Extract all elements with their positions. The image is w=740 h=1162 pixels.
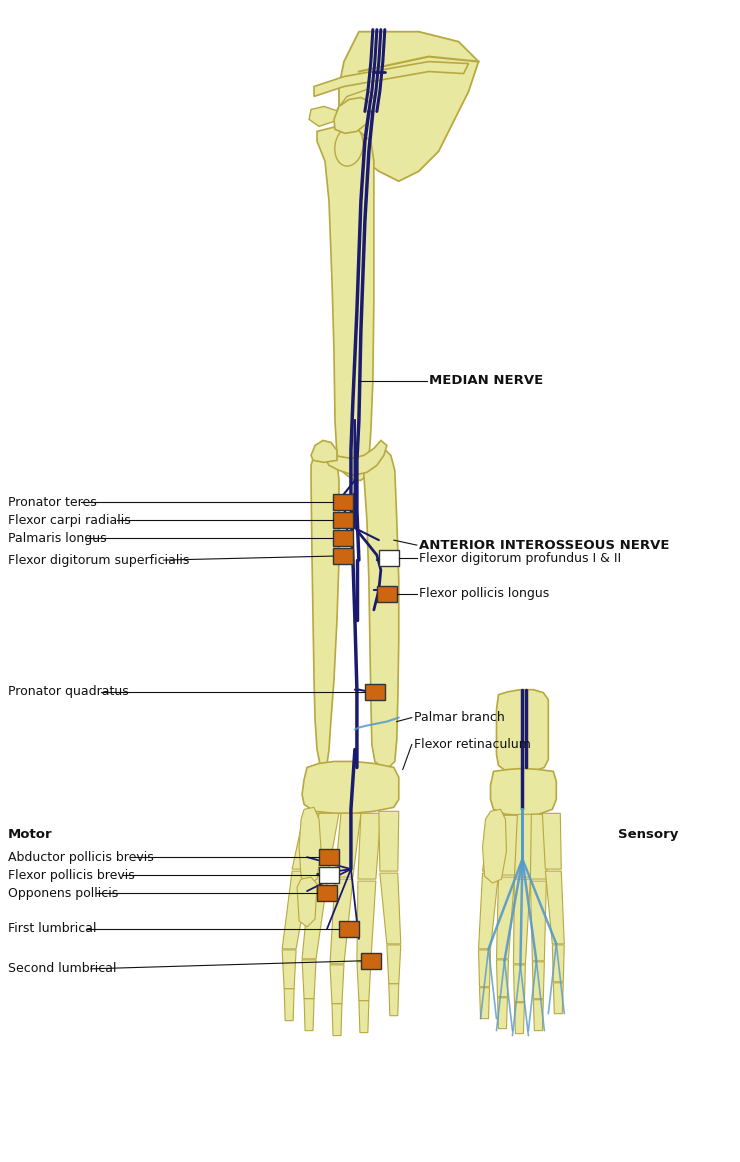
Polygon shape <box>284 989 294 1020</box>
Text: Flexor digitorum profundus I & II: Flexor digitorum profundus I & II <box>419 552 621 565</box>
Polygon shape <box>330 964 344 1004</box>
Polygon shape <box>479 949 491 987</box>
Bar <box>333 494 353 510</box>
Polygon shape <box>304 998 314 1031</box>
Polygon shape <box>534 999 543 1031</box>
Polygon shape <box>532 962 545 998</box>
Polygon shape <box>357 881 376 961</box>
Polygon shape <box>282 872 310 949</box>
Polygon shape <box>292 813 324 869</box>
Text: Motor: Motor <box>8 827 53 841</box>
Polygon shape <box>497 877 514 959</box>
Polygon shape <box>311 440 337 462</box>
Polygon shape <box>322 440 387 475</box>
Polygon shape <box>314 62 468 96</box>
Polygon shape <box>359 1000 369 1033</box>
Text: Opponens pollicis: Opponens pollicis <box>8 887 118 899</box>
Text: First lumbrical: First lumbrical <box>8 923 96 935</box>
Polygon shape <box>497 998 508 1028</box>
Polygon shape <box>339 31 479 181</box>
Polygon shape <box>514 815 535 877</box>
Polygon shape <box>297 877 317 927</box>
Text: Palmar branch: Palmar branch <box>414 711 505 724</box>
Polygon shape <box>552 945 565 982</box>
Text: Abductor pollicis brevis: Abductor pollicis brevis <box>8 851 154 863</box>
Polygon shape <box>302 761 399 813</box>
Polygon shape <box>545 872 565 944</box>
Text: Palmaris longus: Palmaris longus <box>8 532 107 545</box>
Polygon shape <box>482 816 508 872</box>
Polygon shape <box>388 984 399 1016</box>
Polygon shape <box>332 1004 342 1035</box>
Polygon shape <box>310 813 339 874</box>
Text: Pronator teres: Pronator teres <box>8 496 97 509</box>
Polygon shape <box>357 962 371 1000</box>
Polygon shape <box>531 815 549 880</box>
Text: Flexor pollicis longus: Flexor pollicis longus <box>419 588 549 601</box>
Bar <box>319 867 339 883</box>
Polygon shape <box>387 945 401 984</box>
Text: Second lumbrical: Second lumbrical <box>8 962 116 975</box>
Polygon shape <box>302 960 316 998</box>
Polygon shape <box>380 873 401 944</box>
Polygon shape <box>499 816 522 875</box>
Text: Flexor retinaculum: Flexor retinaculum <box>414 738 531 751</box>
Bar <box>377 586 397 602</box>
Polygon shape <box>554 983 563 1013</box>
Bar <box>361 953 381 969</box>
Polygon shape <box>358 813 381 880</box>
Polygon shape <box>282 949 296 989</box>
Text: MEDIAN NERVE: MEDIAN NERVE <box>428 374 543 387</box>
Bar <box>317 885 337 901</box>
Polygon shape <box>514 964 525 1002</box>
Bar <box>333 512 353 529</box>
Polygon shape <box>482 809 506 883</box>
Ellipse shape <box>334 127 363 166</box>
Polygon shape <box>299 808 321 884</box>
Polygon shape <box>364 449 399 767</box>
Bar <box>319 849 339 866</box>
Text: Sensory: Sensory <box>618 827 679 841</box>
Polygon shape <box>497 960 508 997</box>
Polygon shape <box>531 881 546 961</box>
Polygon shape <box>514 1003 525 1034</box>
Polygon shape <box>330 880 353 963</box>
Polygon shape <box>337 89 374 114</box>
Text: Flexor digitorum superficialis: Flexor digitorum superficialis <box>8 553 189 567</box>
Text: ANTERIOR INTEROSSEOUS NERVE: ANTERIOR INTEROSSEOUS NERVE <box>419 539 669 552</box>
Polygon shape <box>491 768 556 816</box>
Polygon shape <box>311 451 339 767</box>
Polygon shape <box>542 813 561 869</box>
Polygon shape <box>480 988 489 1019</box>
Text: Flexor carpi radialis: Flexor carpi radialis <box>8 514 131 526</box>
Bar <box>339 921 359 937</box>
Bar <box>333 530 353 546</box>
Bar <box>333 548 353 564</box>
Polygon shape <box>309 107 341 127</box>
Polygon shape <box>334 98 371 134</box>
Text: Flexor pollicis brevis: Flexor pollicis brevis <box>8 869 135 882</box>
Bar <box>365 683 385 700</box>
Polygon shape <box>514 880 531 963</box>
Text: Pronator quadratus: Pronator quadratus <box>8 686 129 698</box>
Polygon shape <box>379 811 399 872</box>
Polygon shape <box>335 813 361 877</box>
Polygon shape <box>497 690 548 773</box>
Polygon shape <box>479 873 499 949</box>
Polygon shape <box>302 876 328 959</box>
Bar <box>379 550 399 566</box>
Polygon shape <box>317 127 374 480</box>
